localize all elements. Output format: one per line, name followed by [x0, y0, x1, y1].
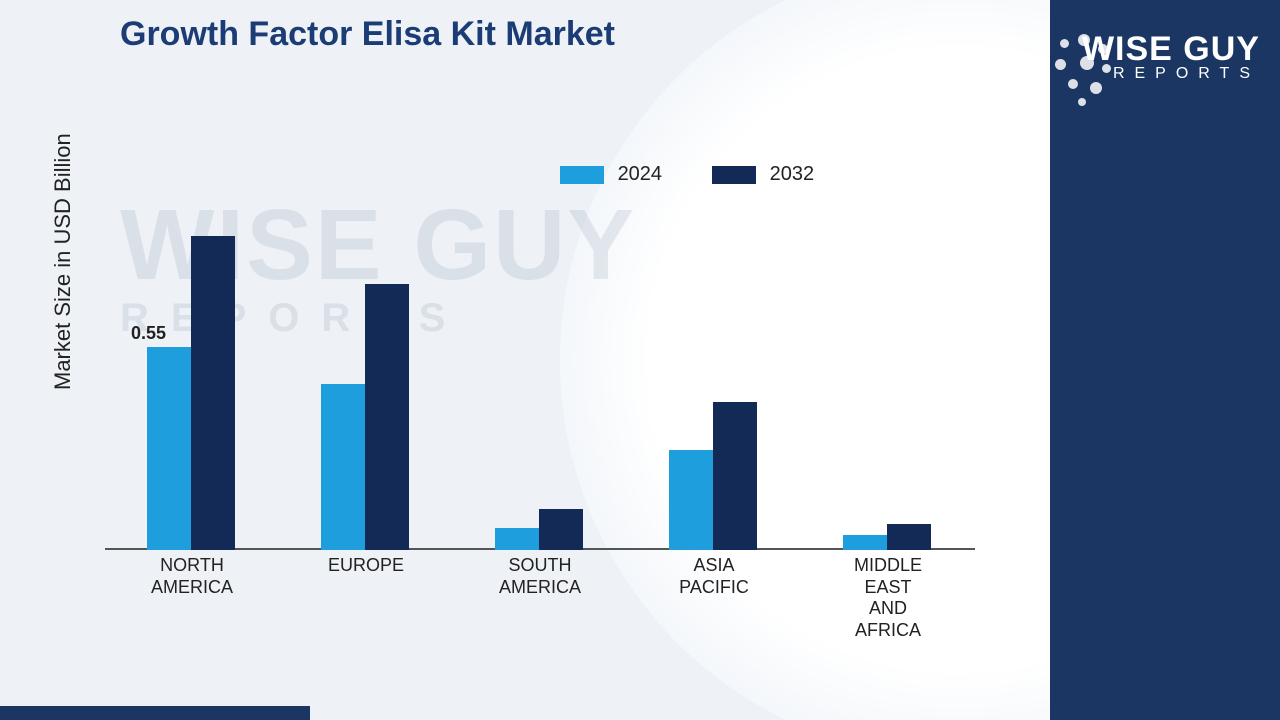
cat-label-eu: EUROPE	[279, 555, 453, 577]
cat-label-sa: SOUTHAMERICA	[453, 555, 627, 598]
bar-sa-2032	[539, 509, 583, 550]
plot-area: 0.55	[105, 180, 975, 550]
bar-na-2024	[147, 347, 191, 551]
bar-ap-2032	[713, 402, 757, 550]
chart-title: Growth Factor Elisa Kit Market	[120, 15, 615, 54]
stage: WISE GUY REPORTS Growth Factor Elisa Kit…	[0, 0, 1280, 720]
bar-mea-2032	[887, 524, 931, 550]
cat-label-ap: ASIAPACIFIC	[627, 555, 801, 598]
y-axis-label: Market Size in USD Billion	[50, 133, 76, 390]
bar-eu-2024	[321, 384, 365, 551]
bar-mea-2024	[843, 535, 887, 550]
cat-label-mea: MIDDLEEASTANDAFRICA	[801, 555, 975, 641]
bar-ap-2024	[669, 450, 713, 550]
value-label-na-2024: 0.55	[131, 323, 166, 344]
logo-dots-icon	[1050, 34, 1120, 114]
bar-sa-2024	[495, 528, 539, 550]
bottom-strip	[0, 706, 310, 720]
bar-eu-2032	[365, 284, 409, 550]
cat-label-na: NORTHAMERICA	[105, 555, 279, 598]
bar-na-2032	[191, 236, 235, 551]
